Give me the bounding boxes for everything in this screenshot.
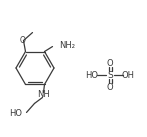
Text: NH: NH xyxy=(37,90,50,99)
Text: O: O xyxy=(20,36,25,45)
Text: O: O xyxy=(107,82,113,92)
Text: S: S xyxy=(107,71,113,79)
Text: NH₂: NH₂ xyxy=(60,41,76,50)
Text: HO: HO xyxy=(86,71,98,79)
Text: O: O xyxy=(107,58,113,68)
Text: HO: HO xyxy=(10,109,22,118)
Text: OH: OH xyxy=(122,71,135,79)
